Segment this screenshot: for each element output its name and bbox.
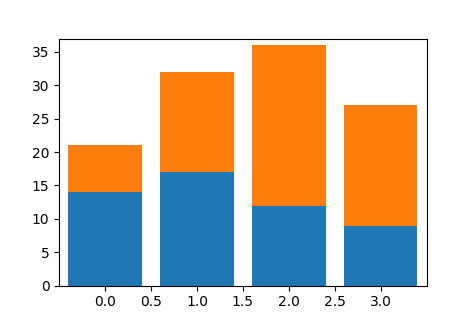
- Bar: [344, 105, 418, 226]
- Bar: [160, 172, 234, 286]
- Bar: [252, 205, 326, 286]
- Bar: [68, 145, 142, 192]
- Bar: [252, 45, 326, 205]
- Bar: [68, 192, 142, 286]
- Bar: [160, 72, 234, 172]
- Bar: [344, 226, 418, 286]
